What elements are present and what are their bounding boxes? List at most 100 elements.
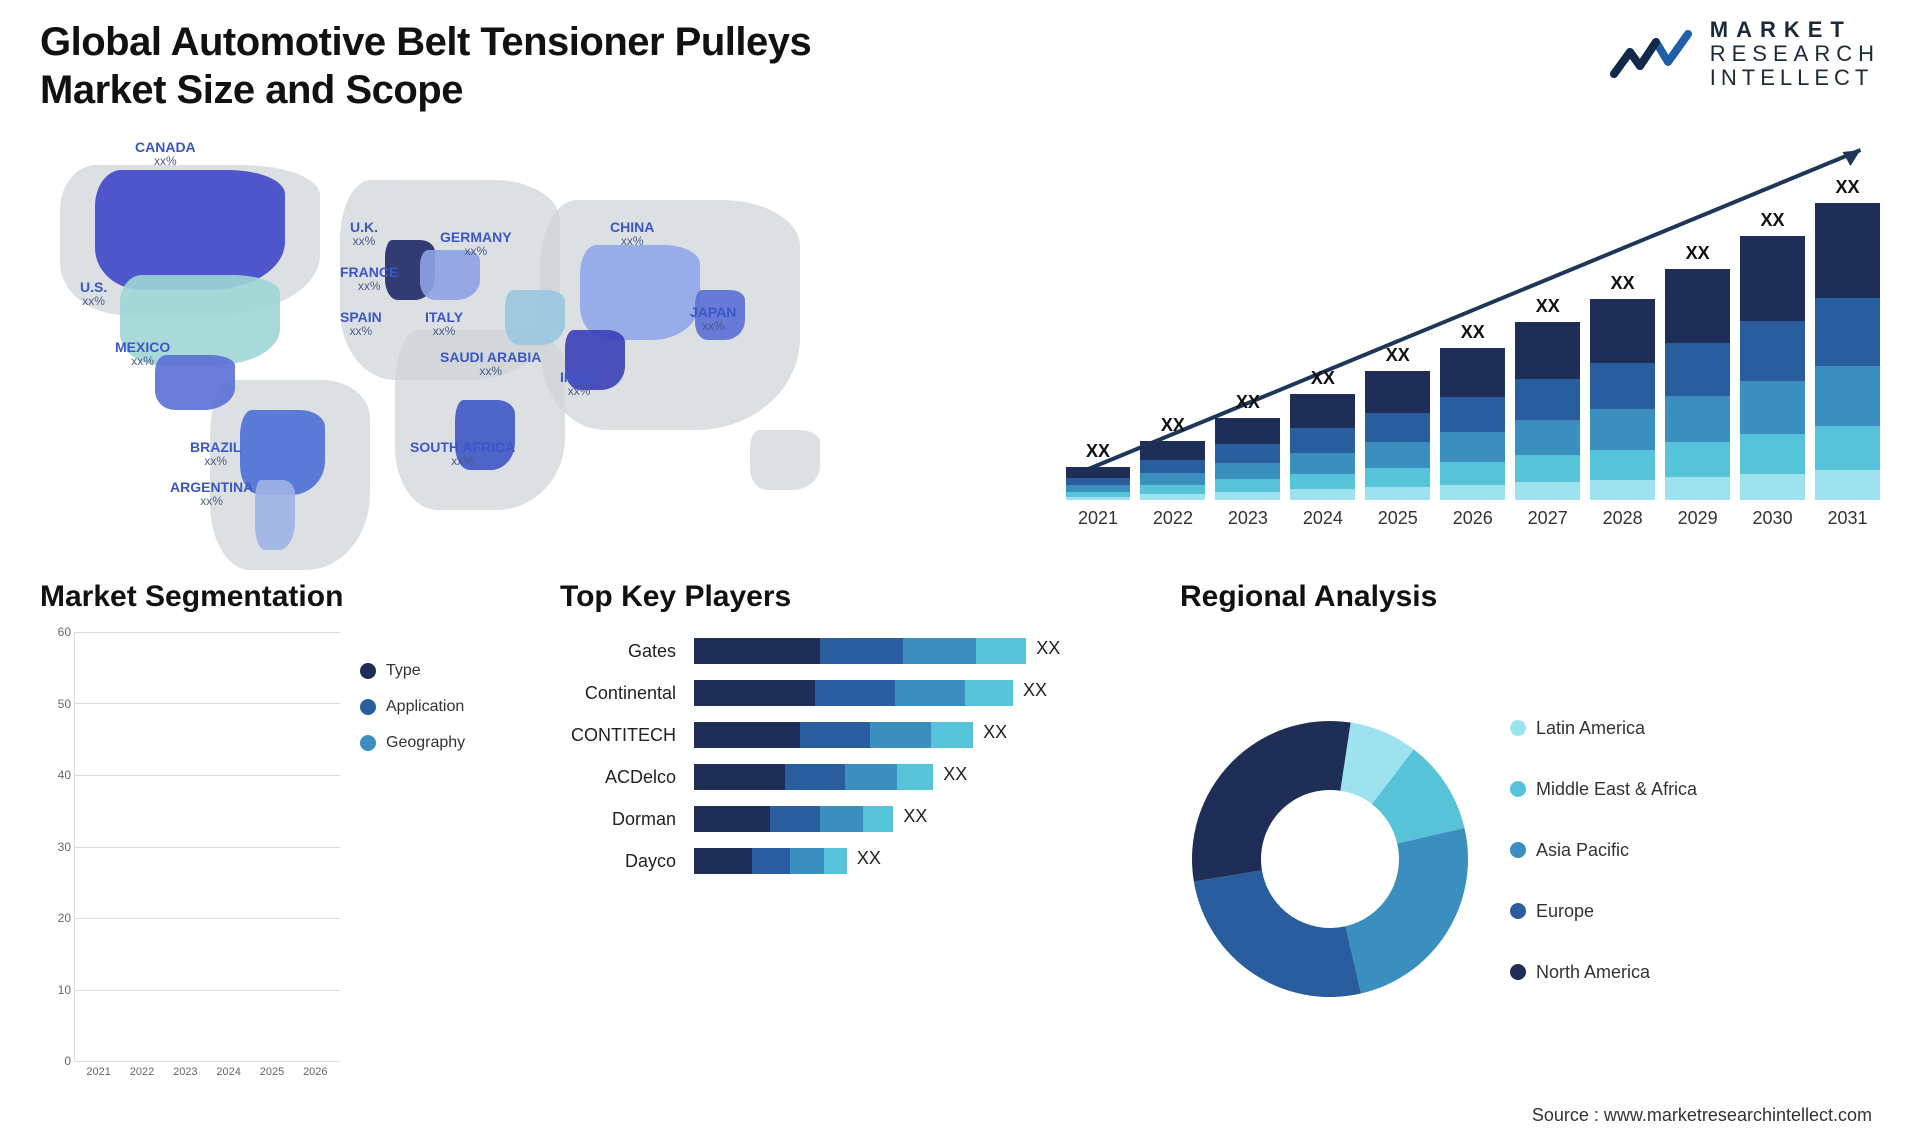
legend-label: Application [386, 698, 464, 716]
market-bar-year: 2030 [1740, 508, 1805, 540]
market-bar-segment [1590, 480, 1655, 500]
regions-donut [1180, 709, 1480, 1009]
map-country-highlight [255, 480, 295, 550]
market-bar-segment [1815, 470, 1880, 500]
player-bar-segment [863, 806, 893, 832]
player-bar: XX [694, 680, 1120, 706]
map-country-label: ARGENTINAxx% [170, 480, 253, 509]
market-bar-segment [1590, 299, 1655, 363]
market-bar-value: XX [1066, 441, 1131, 462]
legend-swatch [1510, 842, 1526, 858]
market-bar-year: 2028 [1590, 508, 1655, 540]
market-bar-value: XX [1365, 345, 1430, 366]
player-bar-segment [965, 680, 1013, 706]
donut-slice [1346, 828, 1468, 994]
segmentation-year: 2022 [125, 1066, 158, 1086]
market-bar-year: 2027 [1515, 508, 1580, 540]
market-bar-segment [1140, 460, 1205, 474]
market-bar-segment [1215, 463, 1280, 480]
regions-title: Regional Analysis [1180, 580, 1880, 614]
market-bar: XX [1665, 269, 1730, 500]
y-tick: 50 [45, 697, 71, 711]
player-bar-segment [694, 764, 785, 790]
market-bar-segment [1515, 322, 1580, 379]
source-line: Source : www.marketresearchintellect.com [1532, 1105, 1872, 1126]
legend-item: Geography [360, 734, 465, 752]
market-bar-value: XX [1440, 322, 1505, 343]
donut-slice [1194, 870, 1361, 997]
market-bar-segment [1815, 366, 1880, 425]
legend-label: Middle East & Africa [1536, 779, 1697, 800]
market-bar-segment [1290, 394, 1355, 428]
market-bar-value: XX [1140, 415, 1205, 436]
y-tick: 40 [45, 768, 71, 782]
world-map-canvas: CANADAxx%U.S.xx%MEXICOxx%BRAZILxx%ARGENT… [40, 140, 1036, 540]
map-country-label: MEXICOxx% [115, 340, 170, 369]
player-bar: XX [694, 806, 1120, 832]
player-value: XX [943, 764, 967, 785]
player-value: XX [983, 722, 1007, 743]
market-bar: XX [1815, 203, 1880, 500]
player-bar: XX [694, 722, 1120, 748]
player-name: Dayco [560, 851, 690, 872]
market-bar-segment [1290, 489, 1355, 500]
player-bar-segment [752, 848, 790, 874]
map-country-label: CHINAxx% [610, 220, 654, 249]
legend-item: Type [360, 662, 465, 680]
market-bar-segment [1440, 432, 1505, 462]
map-country-label: U.S.xx% [80, 280, 107, 309]
player-row: CONTITECHXX [560, 722, 1120, 748]
market-bar-segment [1740, 381, 1805, 434]
player-row: DaycoXX [560, 848, 1120, 874]
gridline [75, 1061, 340, 1062]
market-bar-segment [1590, 450, 1655, 480]
market-bar-segment [1066, 485, 1131, 492]
market-bar-segment [1066, 497, 1131, 500]
market-bar-segment [1515, 379, 1580, 420]
segmentation-year: 2023 [169, 1066, 202, 1086]
market-bar-segment [1365, 442, 1430, 468]
market-bar-segment [1215, 444, 1280, 463]
market-bar-value: XX [1515, 296, 1580, 317]
market-bar-segment [1140, 473, 1205, 485]
map-country-label: SPAINxx% [340, 310, 382, 339]
brand-line1: MARKET [1710, 17, 1852, 42]
player-bar-segment [694, 680, 815, 706]
market-bar-segment [1365, 468, 1430, 487]
y-tick: 30 [45, 840, 71, 854]
market-bar-segment [1665, 396, 1730, 442]
legend-label: Geography [386, 734, 465, 752]
segmentation-year: 2021 [82, 1066, 115, 1086]
market-bar-year: 2021 [1066, 508, 1131, 540]
player-name: ACDelco [560, 767, 690, 788]
market-bar-year: 2026 [1440, 508, 1505, 540]
player-bar-segment [694, 806, 770, 832]
market-bar-segment [1365, 413, 1430, 443]
player-bar-segment [976, 638, 1026, 664]
market-bar-value: XX [1665, 243, 1730, 264]
market-bar-segment [1815, 426, 1880, 471]
legend-item: Asia Pacific [1510, 840, 1697, 861]
player-bar-segment [820, 806, 864, 832]
legend-swatch [1510, 903, 1526, 919]
legend-swatch [1510, 781, 1526, 797]
market-bar-segment [1215, 492, 1280, 500]
map-country-label: SOUTH AFRICAxx% [410, 440, 515, 469]
brand-line2: RESEARCH [1710, 42, 1880, 66]
market-bar-year: 2025 [1365, 508, 1430, 540]
player-bar-segment [694, 722, 800, 748]
market-bar-segment [1066, 478, 1131, 486]
y-tick: 10 [45, 983, 71, 997]
player-name: Continental [560, 683, 690, 704]
market-bar-segment [1215, 479, 1280, 491]
market-bar-segment [1665, 343, 1730, 396]
market-bar-year: 2024 [1290, 508, 1355, 540]
market-bar-segment [1665, 269, 1730, 343]
player-bar: XX [694, 764, 1120, 790]
market-bar-segment [1515, 482, 1580, 500]
player-bar-segment [820, 638, 903, 664]
market-bar-segment [1440, 462, 1505, 485]
market-bar-segment [1365, 371, 1430, 412]
legend-label: Latin America [1536, 718, 1645, 739]
market-bar: XX [1066, 467, 1131, 500]
